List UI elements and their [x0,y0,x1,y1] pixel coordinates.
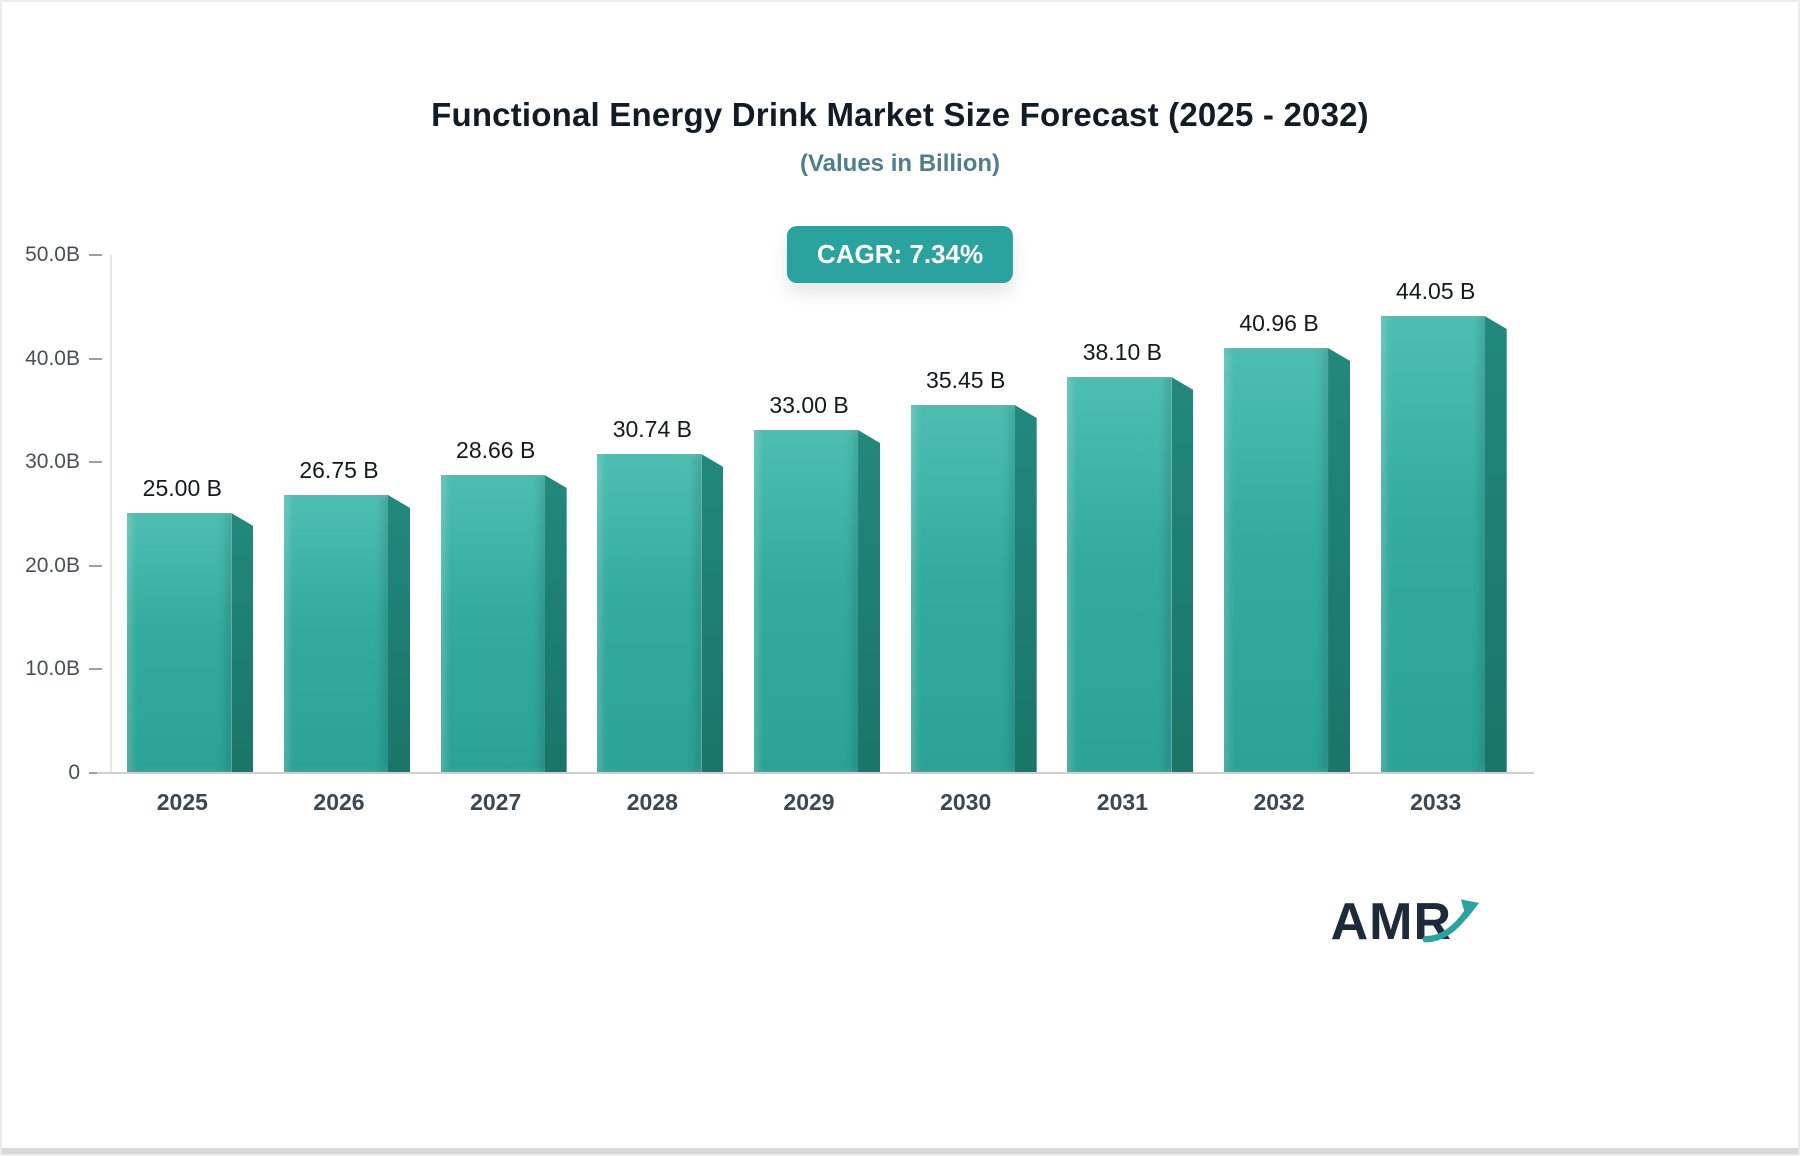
bar-group: 28.66 B 2027 [425,255,582,815]
x-axis-label: 2029 [783,789,835,815]
bar [597,454,724,772]
bar-front-face [440,475,545,772]
x-axis-label: 2032 [1253,789,1305,815]
x-axis-label: 2031 [1096,789,1148,815]
amr-logo: AMR [1331,896,1480,948]
y-tick-dash [89,668,102,671]
bar-value-label: 38.10 B [1082,339,1163,365]
bar-value-label: 35.45 B [926,367,1006,393]
bar-side-3d-face [1328,348,1351,772]
y-axis-tick: 0 [68,761,102,785]
y-axis-line [110,255,112,773]
y-axis-tick: 10.0B [25,657,102,681]
bar-group: 44.05 B 2033 [1365,255,1522,815]
chart-title: Functional Energy Drink Market Size Fore… [431,96,1369,133]
bar-front-face [1067,377,1172,772]
bar-side-3d-face [858,430,881,772]
bar [284,495,410,772]
y-tick-dash [89,254,102,256]
logo-arrow-icon [1422,896,1480,948]
y-axis-tick: 20.0B [25,554,102,578]
bar-front-face [1224,348,1329,772]
bar-group: 40.96 B 2032 [1209,255,1366,815]
bar-side-3d-face [231,513,254,772]
bar-side-3d-face [544,475,567,772]
x-axis-line [97,772,1534,774]
bar-value-label: 25.00 B [142,475,222,501]
bar-value-label: 33.00 B [769,392,849,418]
bar-group: 33.00 B 2029 [739,255,896,815]
x-axis-label: 2027 [470,789,522,815]
bar-side-3d-face [1171,377,1194,772]
y-tick-label: 40.0B [25,346,80,370]
bar-front-face [127,513,232,772]
bar-group: 26.75 B 2026 [269,255,426,815]
x-axis-label: 2033 [1410,789,1462,815]
bar-group: 38.10 B 2031 [1052,255,1209,815]
bar-group: 30.74 B 2028 [582,255,739,815]
bar-front-face [597,454,702,772]
bar-value-label: 40.96 B [1239,310,1319,336]
bar-side-3d-face [701,454,724,772]
bar-group: 25.00 B 2025 [112,255,269,815]
cagr-badge: CAGR: 7.34% [786,226,1014,283]
x-axis-label: 2028 [626,789,678,815]
bar-side-3d-face [1014,405,1037,772]
bar [910,405,1037,772]
bar-value-label: 28.66 B [456,437,536,463]
y-tick-dash [89,461,102,464]
chart-subtitle: (Values in Billion) [799,150,1001,177]
bar-side-3d-face [388,495,410,772]
x-axis-label: 2025 [156,789,208,815]
y-axis-tick: 50.0B [25,243,102,267]
bar [440,475,567,772]
bar-front-face [910,405,1015,772]
y-axis: 0 10.0B 20.0B 30.0B 40.0B 50.0B [2,243,102,784]
bar [754,430,881,772]
bar-value-label: 44.05 B [1396,278,1476,304]
y-tick-label: 0 [68,761,80,784]
bar-value-label: 30.74 B [612,416,692,442]
bar-front-face [754,430,859,772]
x-axis-label: 2026 [313,789,365,815]
bar-side-3d-face [1484,316,1507,772]
bars-row: 25.00 B 2025 26.75 B 2026 28.66 B 2027 30.74 B… [112,255,1522,815]
y-tick-label: 30.0B [25,450,80,474]
y-tick-label: 20.0B [25,553,80,577]
x-axis-label: 2030 [940,789,992,815]
y-axis-tick: 30.0B [25,450,102,474]
window-edge [2,1148,1798,1154]
bar-value-label: 26.75 B [299,457,379,483]
bar [1380,316,1507,772]
bar [127,513,254,772]
y-tick-dash [89,564,102,567]
bar-group: 35.45 B 2030 [895,255,1052,815]
bar-chart: 0 10.0B 20.0B 30.0B 40.0B 50.0B 25.00 B 2025 26… [2,243,1798,895]
bar [1067,377,1194,772]
bar [1224,348,1351,772]
bar-front-face [284,495,388,772]
y-tick-label: 50.0B [25,243,80,266]
y-tick-dash [89,772,102,774]
y-tick-dash [89,357,102,360]
y-tick-label: 10.0B [25,657,80,681]
bar-front-face [1380,316,1485,772]
y-axis-tick: 40.0B [25,347,102,371]
